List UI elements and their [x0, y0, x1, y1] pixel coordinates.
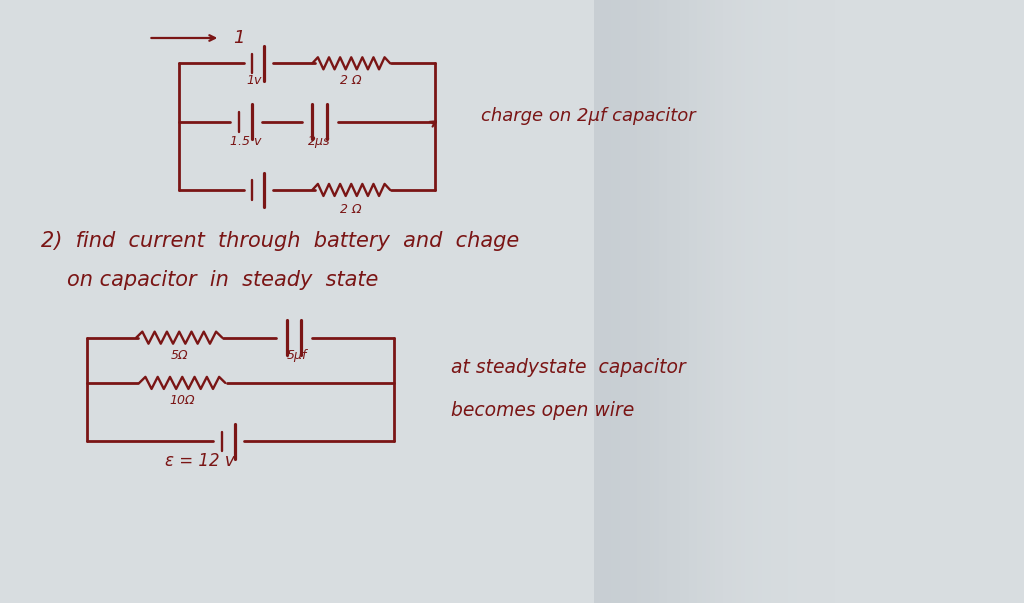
Text: 2 Ω: 2 Ω — [341, 203, 361, 216]
Text: 1: 1 — [233, 29, 245, 47]
Text: on capacitor  in  steady  state: on capacitor in steady state — [67, 270, 378, 291]
Text: at steady​state  capacitor: at steady​state capacitor — [451, 358, 685, 377]
Text: 5Ω: 5Ω — [170, 349, 188, 362]
Text: 2 Ω: 2 Ω — [341, 74, 361, 87]
Text: ε = 12 v: ε = 12 v — [165, 452, 234, 470]
Text: 2)  find  current  through  battery  and  chage: 2) find current through battery and chag… — [41, 231, 519, 251]
Text: becomes open wire: becomes open wire — [451, 400, 634, 420]
Text: 5μf: 5μf — [287, 349, 307, 362]
Text: 10Ω: 10Ω — [170, 394, 195, 407]
Text: 1.5 v: 1.5 v — [230, 134, 261, 148]
Text: 2μs: 2μs — [308, 134, 331, 148]
Text: charge on 2μf capacitor: charge on 2μf capacitor — [481, 107, 696, 125]
Text: 1v: 1v — [246, 74, 262, 87]
